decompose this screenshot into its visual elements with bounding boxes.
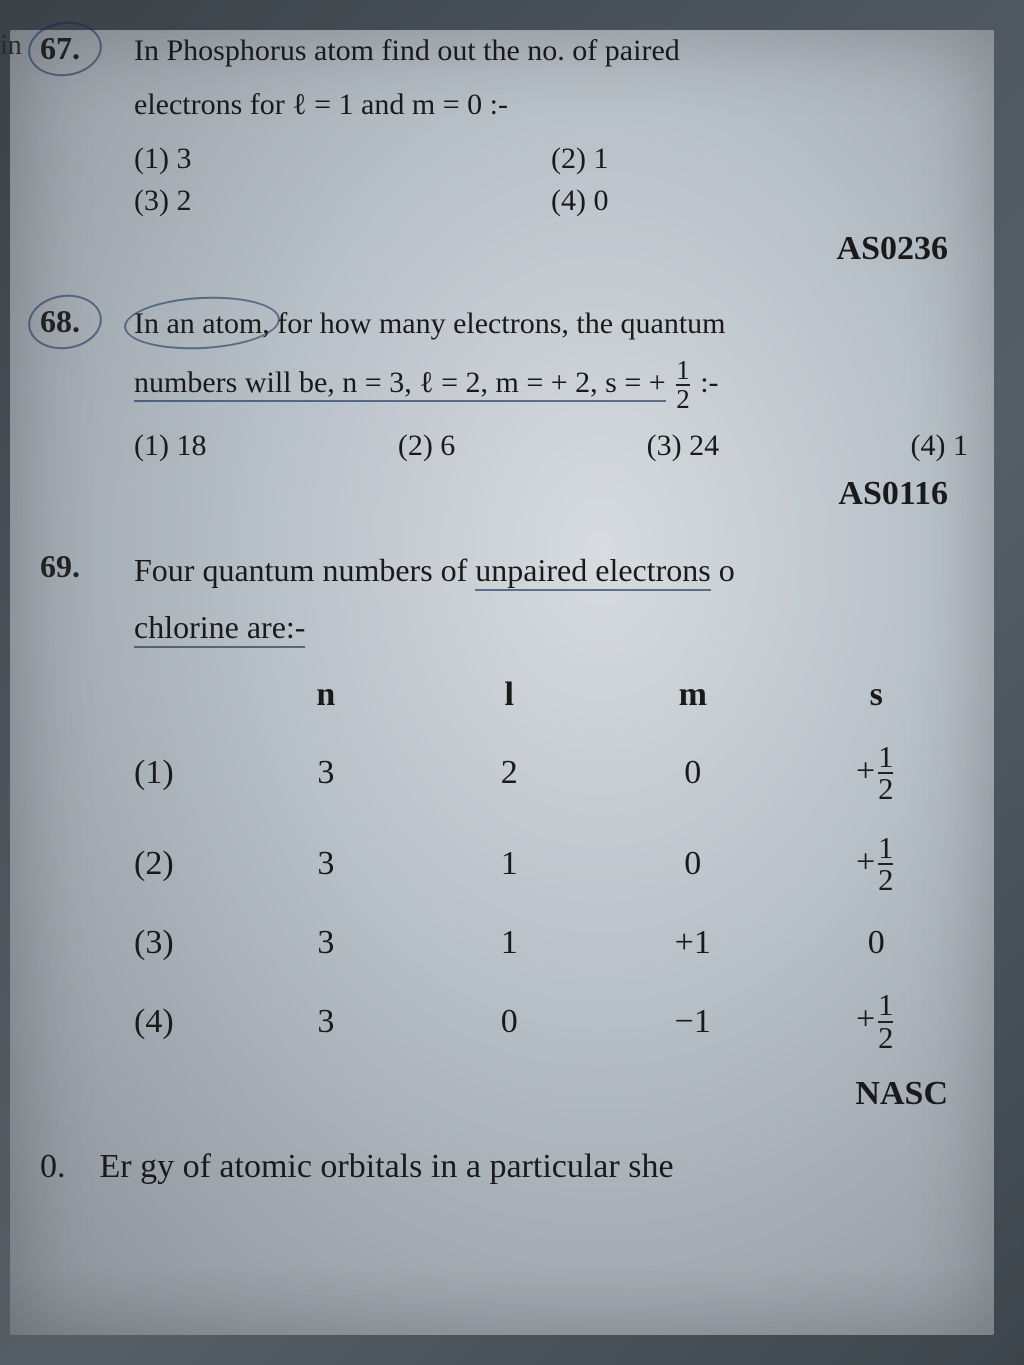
bottom-question: 0. Er gy of atomic orbitals in a particu…: [40, 1148, 974, 1186]
q69-r2-s: +12: [784, 833, 967, 896]
q67-opt1: (1) 3: [134, 138, 551, 180]
q69-r1-s-sign: +: [856, 752, 875, 789]
q68-opt1: (1) 18: [134, 425, 206, 467]
q68-circled-phrase: In an atom,: [134, 303, 270, 345]
q68-opt2: (2) 6: [398, 425, 455, 467]
q69-th-n: n: [234, 676, 417, 714]
q67-options: (1) 3 (2) 1 (3) 2 (4) 0: [134, 138, 968, 222]
q69-r2-s-sign: +: [856, 843, 875, 880]
q69-r2-num: 1: [878, 833, 893, 864]
q69-r1-m: 0: [601, 754, 784, 792]
q69-r3-l: 1: [418, 924, 601, 962]
q68-opt3: (3) 24: [647, 425, 719, 467]
q69-r4-den: 2: [878, 1021, 893, 1054]
q69-l1-underlined: unpaired electrons: [475, 552, 710, 591]
q69-r2-m: 0: [601, 845, 784, 883]
q68-colon: :-: [700, 366, 718, 399]
q69-r2-l: 1: [418, 845, 601, 883]
q68-fraction: 1 2: [676, 357, 690, 413]
question-67: 67. In Phosphorus atom find out the no. …: [40, 30, 974, 268]
q69-r1-s: +12: [784, 742, 967, 805]
q67-text-line1: In Phosphorus atom find out the no. of p…: [134, 30, 968, 72]
q69-r1-l: 2: [418, 754, 601, 792]
question-69: 69. Four quantum numbers of unpaired ele…: [40, 548, 974, 1113]
q69-r1-label: (1): [134, 754, 234, 792]
q69-row-3: (3) 3 1 +1 0: [134, 910, 968, 976]
q68-text-line1: In an atom, for how many electrons, the …: [134, 303, 968, 345]
q69-number: 69.: [40, 548, 130, 585]
q68-opt4: (4) 1: [910, 425, 967, 467]
q69-r2-den: 2: [878, 863, 893, 896]
q69-r2-n: 3: [234, 845, 417, 883]
q69-r4-m: −1: [601, 1003, 784, 1041]
q69-r4-label: (4): [134, 1003, 234, 1041]
q69-text-line1: Four quantum numbers of unpaired electro…: [134, 548, 968, 593]
q67-opt3: (3) 2: [134, 180, 551, 222]
q68-number: 68.: [40, 303, 130, 340]
q69-l2-underlined: chlorine are:-: [134, 609, 305, 648]
q69-r4-num: 1: [878, 990, 893, 1021]
q68-text-rest: for how many electrons, the quantum: [270, 307, 726, 340]
q69-text-line2: chlorine are:-: [134, 605, 968, 650]
q67-text-line2: electrons for ℓ = 1 and m = 0 :-: [134, 84, 968, 126]
q69-r1-frac: 12: [878, 742, 893, 805]
q69-r3-label: (3): [134, 924, 234, 962]
q69-th-s: s: [784, 676, 967, 714]
bottom-text: Er gy of atomic orbitals in a particular…: [100, 1148, 674, 1185]
q69-r1-n: 3: [234, 754, 417, 792]
q69-r4-frac: 12: [878, 990, 893, 1053]
q67-opt4: (4) 0: [551, 180, 968, 222]
bottom-number: 0.: [40, 1148, 66, 1185]
q69-table: n l m s (1) 3 2 0 +12 (2) 3: [134, 662, 968, 1068]
q69-row-2: (2) 3 1 0 +12: [134, 819, 968, 910]
q68-frac-den: 2: [676, 384, 690, 413]
q69-l1-a: Four quantum numbers of: [134, 552, 475, 588]
q69-th-m: m: [601, 676, 784, 714]
q69-th-l: l: [418, 676, 601, 714]
q69-r1-num: 1: [878, 742, 893, 773]
q67-opt2: (2) 1: [551, 138, 968, 180]
q69-code: NASC: [134, 1075, 968, 1113]
q69-table-header: n l m s: [134, 662, 968, 728]
q69-r3-s: 0: [784, 924, 967, 962]
q69-l1-b: o: [711, 552, 735, 588]
q69-r3-n: 3: [234, 924, 417, 962]
q69-r4-s-sign: +: [856, 1000, 875, 1037]
q69-r2-frac: 12: [878, 833, 893, 896]
q69-row-1: (1) 3 2 0 +12: [134, 728, 968, 819]
q67-number: 67.: [40, 30, 130, 67]
q68-text-line2: numbers will be, n = 3, ℓ = 2, m = + 2, …: [134, 357, 968, 413]
q69-r4-l: 0: [418, 1003, 601, 1041]
q68-options: (1) 18 (2) 6 (3) 24 (4) 1: [134, 425, 968, 467]
q69-r4-s: +12: [784, 990, 967, 1053]
q68-underlined: numbers will be, n = 3, ℓ = 2, m = + 2, …: [134, 366, 666, 402]
q68-code: AS0116: [134, 475, 968, 513]
q68-frac-num: 1: [676, 357, 690, 384]
q69-r1-den: 2: [878, 772, 893, 805]
q67-code: AS0236: [134, 230, 968, 268]
question-68: 68. In an atom, for how many electrons, …: [40, 303, 974, 513]
margin-text: in: [0, 30, 22, 62]
q69-row-4: (4) 3 0 −1 +12: [134, 976, 968, 1067]
q69-r3-m: +1: [601, 924, 784, 962]
q69-r4-n: 3: [234, 1003, 417, 1041]
q69-r2-label: (2): [134, 845, 234, 883]
